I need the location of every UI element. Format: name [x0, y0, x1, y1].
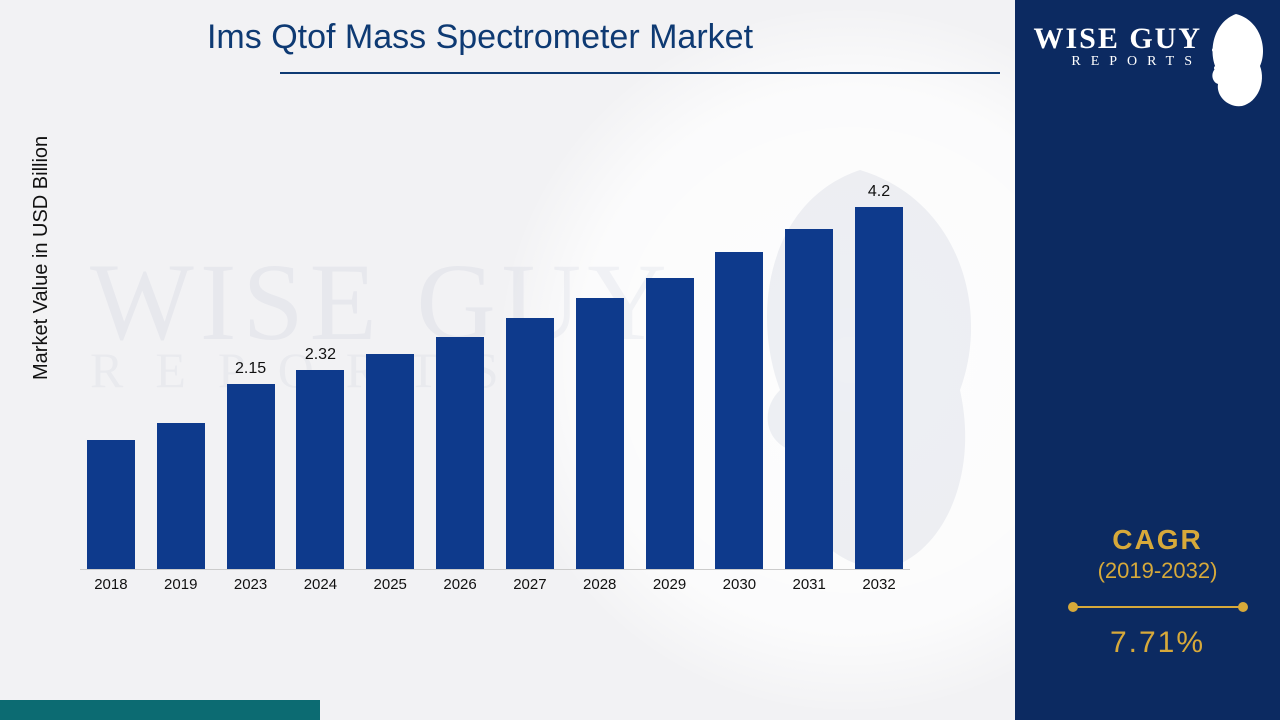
bar — [366, 354, 414, 570]
x-tick-label: 2018 — [86, 576, 136, 593]
bar-group — [784, 205, 834, 570]
bar — [576, 298, 624, 570]
bar — [87, 440, 135, 570]
bar — [227, 384, 275, 570]
x-tick-label: 2032 — [854, 576, 904, 593]
brand-logo-text: WISE GUY REPORTS — [1033, 22, 1202, 70]
plot-area: 2.15 2.32 4.2 — [80, 150, 910, 570]
x-tick-label: 2027 — [505, 576, 555, 593]
bar — [715, 252, 763, 570]
x-tick-label: 2030 — [714, 576, 764, 593]
right-panel: WISE GUY REPORTS CAGR (2019-2032) 7.71% — [1015, 0, 1280, 720]
cagr-value: 7.71% — [1035, 626, 1280, 660]
x-tick-label: 2029 — [645, 576, 695, 593]
brand-face-icon — [1200, 10, 1272, 110]
bar-group — [86, 416, 136, 570]
cagr-block: CAGR (2019-2032) 7.71% — [1035, 524, 1280, 660]
brand-line1: WISE GUY — [1033, 22, 1202, 56]
bar — [646, 278, 694, 570]
bar-value-label: 4.2 — [868, 183, 890, 201]
bar-group — [156, 399, 206, 570]
bar-value-label: 2.32 — [305, 346, 336, 364]
bar-group: 2.32 — [295, 346, 345, 570]
x-axis-baseline — [80, 569, 910, 570]
chart-stage: Ims Qtof Mass Spectrometer Market WISE G… — [0, 0, 1280, 720]
bar — [436, 337, 484, 570]
bar-group — [505, 294, 555, 570]
bar-group — [435, 313, 485, 570]
x-tick-label: 2024 — [295, 576, 345, 593]
bar-group — [714, 228, 764, 570]
x-tick-label: 2026 — [435, 576, 485, 593]
cagr-divider — [1073, 606, 1243, 608]
bar — [296, 370, 344, 570]
bar — [506, 318, 554, 570]
y-axis-label: Market Value in USD Billion — [30, 136, 53, 380]
bar-value-label: 2.15 — [235, 360, 266, 378]
chart-title: Ims Qtof Mass Spectrometer Market — [0, 18, 960, 57]
bottom-band — [0, 700, 320, 720]
cagr-label: CAGR — [1035, 524, 1280, 556]
cagr-years: (2019-2032) — [1035, 558, 1280, 584]
bar — [785, 229, 833, 570]
bar-group — [365, 330, 415, 570]
bar — [157, 423, 205, 570]
title-underline — [280, 72, 1000, 74]
x-tick-label: 2025 — [365, 576, 415, 593]
bar-group — [645, 254, 695, 570]
x-tick-label: 2031 — [784, 576, 834, 593]
x-tick-label: 2023 — [226, 576, 276, 593]
bars-container: 2.15 2.32 4.2 — [80, 150, 910, 570]
bar-group: 4.2 — [854, 183, 904, 570]
bar-group: 2.15 — [226, 360, 276, 570]
x-tick-label: 2028 — [575, 576, 625, 593]
brand-line2: REPORTS — [1033, 54, 1202, 70]
bar — [855, 207, 903, 570]
bar-group — [575, 274, 625, 570]
x-axis-labels: 2018 2019 2023 2024 2025 2026 2027 2028 2029 2030… — [80, 576, 910, 593]
x-tick-label: 2019 — [156, 576, 206, 593]
